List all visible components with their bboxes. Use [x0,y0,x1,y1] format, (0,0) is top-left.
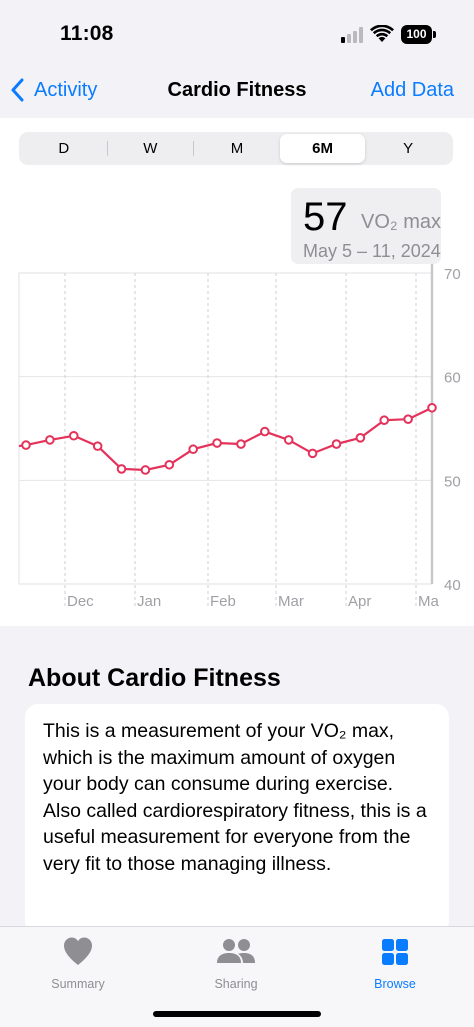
data-point [45,435,55,445]
cellular-signal-icon [341,27,363,43]
grid-icon [382,939,408,965]
y-tick-label: 50 [444,473,461,490]
battery-icon: 100 [401,25,436,44]
y-tick-label: 60 [444,370,461,387]
x-tick-label: Feb [210,593,236,610]
wifi-icon [370,25,394,42]
about-card: This is a measurement of your VO₂ max, w… [25,704,449,934]
data-point [116,464,127,474]
selection-callout [291,188,441,264]
segment-year[interactable]: Y [403,140,414,157]
time-range-segmented-control: D W M 6M Y [19,132,453,165]
data-point [331,439,342,449]
tab-sharing[interactable]: Sharing [191,935,281,991]
selected-value: 57 [303,195,348,239]
x-tick-label: Apr [348,593,371,610]
data-point [164,459,175,470]
segment-six-months[interactable]: 6M [279,134,366,163]
data-point [188,444,198,455]
data-point [260,426,270,437]
home-indicator [153,1011,321,1017]
status-bar: 11:08 100 [0,0,474,60]
data-point [140,465,151,475]
data-point [355,433,366,443]
selected-unit: VO₂ max [361,211,441,233]
page-title: Cardio Fitness [167,79,307,101]
data-point [236,439,246,449]
chevron-left-icon [11,78,24,102]
x-tick-label: Jan [137,593,161,610]
tab-summary[interactable]: Summary [33,935,123,991]
add-data-button[interactable]: Add Data [370,79,454,101]
battery-level: 100 [401,25,432,44]
tab-browse-label: Browse [374,977,416,991]
tab-sharing-label: Sharing [214,977,258,991]
data-point [21,440,31,450]
segment-day[interactable]: D [58,140,70,157]
tab-bar: Summary Sharing Browse [0,926,474,1027]
people-icon [217,939,255,963]
back-label: Activity [34,78,98,101]
series-line [25,406,433,472]
about-description: This is a measurement of your VO₂ max, w… [43,720,427,875]
data-point [68,430,79,441]
status-time: 11:08 [60,22,114,45]
tab-summary-label: Summary [51,977,105,991]
segment-month[interactable]: M [230,140,244,157]
plot-frame [18,272,433,585]
y-tick-label: 70 [444,266,461,283]
data-point [403,414,413,424]
x-tick-label: Ma [418,593,439,610]
back-button[interactable]: Activity [10,76,97,104]
nav-bar: Activity Cardio Fitness Add Data [0,62,474,118]
y-tick-label: 40 [444,577,461,594]
selected-date-range: May 5 – 11, 2024 [303,241,441,261]
x-tick-label: Mar [278,593,304,610]
data-point [427,402,437,413]
data-point [283,435,294,445]
segment-week[interactable]: W [143,140,158,157]
about-heading: About Cardio Fitness [28,664,281,692]
data-point [212,438,222,448]
x-tick-label: Dec [67,593,94,610]
data-point [307,448,318,459]
vo2-max-line-chart[interactable]: 70 60 50 40 Dec Jan Feb Mar Apr Ma [0,188,474,618]
data-point [92,441,103,451]
tab-browse[interactable]: Browse [350,935,440,991]
data-point [379,415,390,426]
heart-icon [64,937,92,965]
